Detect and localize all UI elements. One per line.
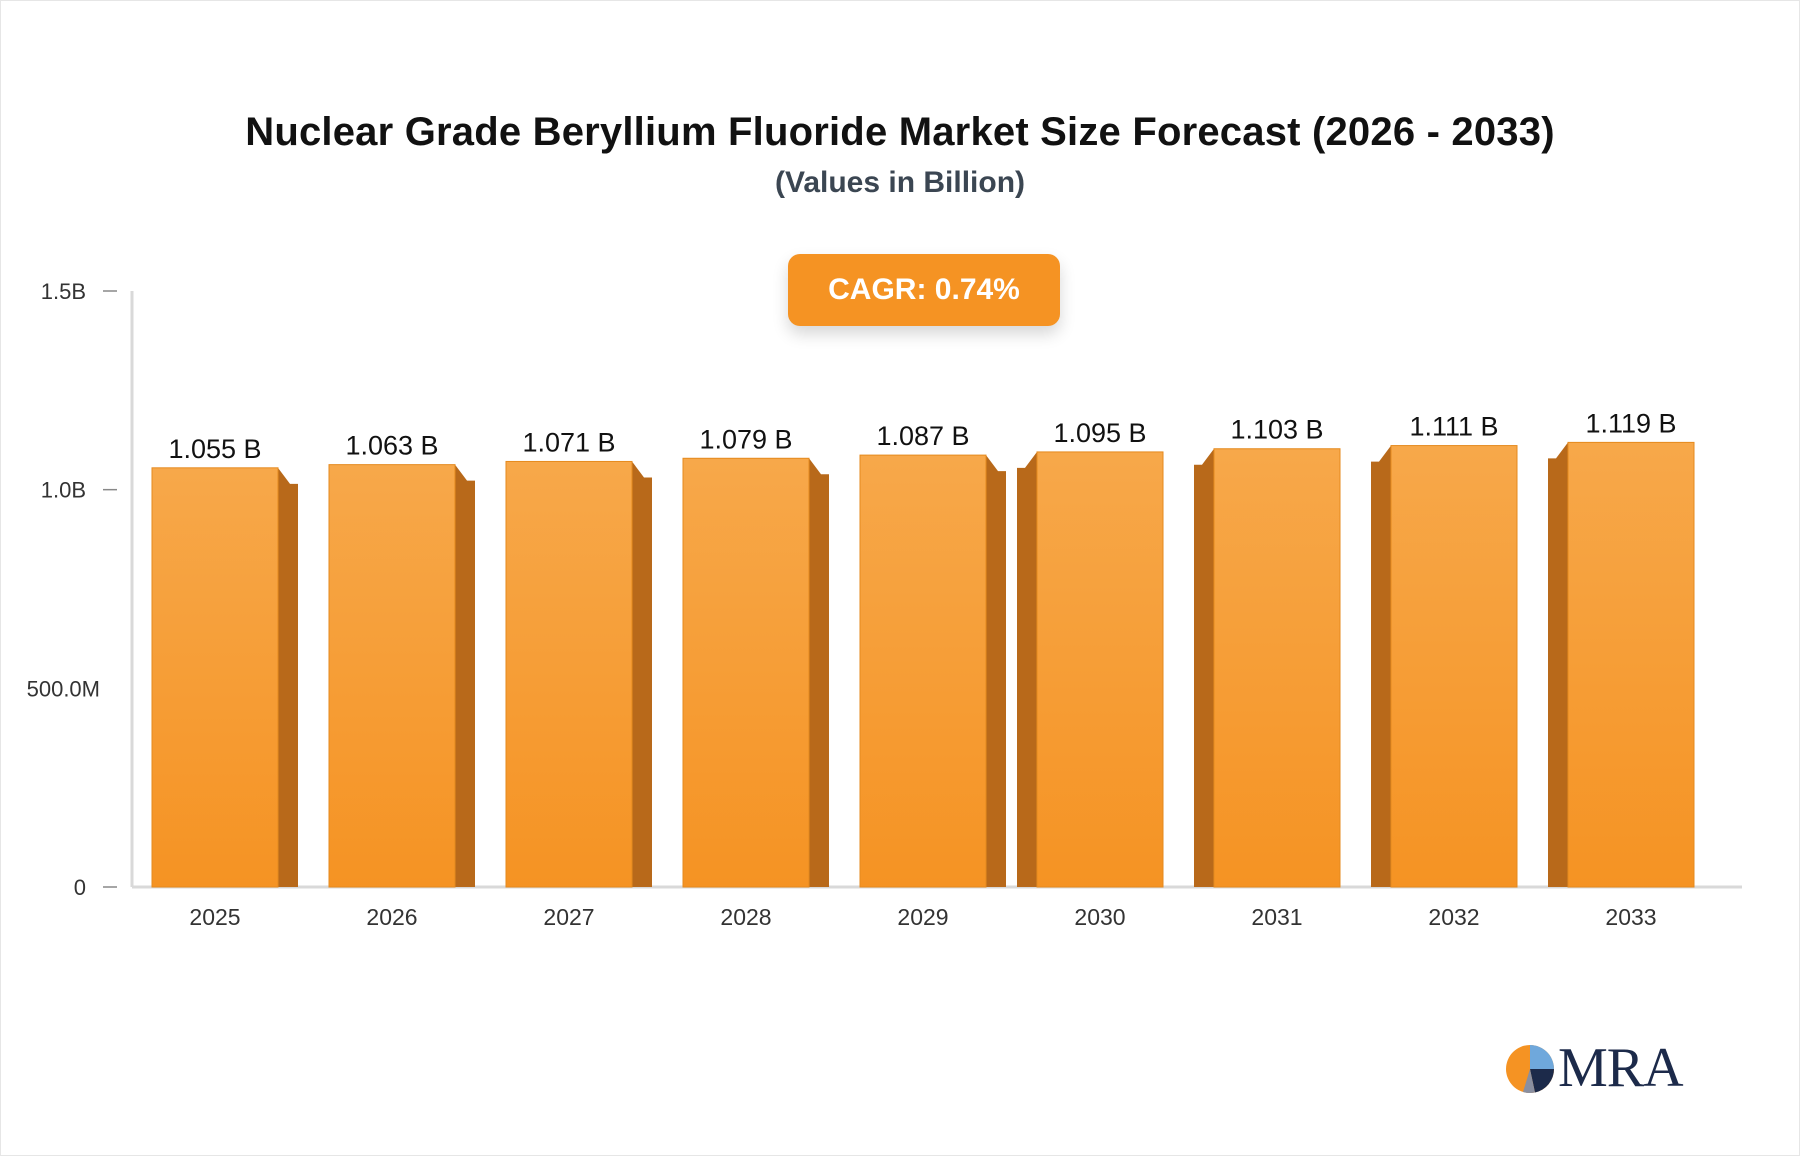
bar-side-2028 bbox=[809, 458, 829, 887]
chart-subtitle: (Values in Billion) bbox=[774, 166, 1026, 199]
bar-side-2026 bbox=[455, 464, 475, 887]
bar-2026 bbox=[328, 464, 456, 888]
bar-2031 bbox=[1213, 448, 1341, 888]
data-label: 1.095 B bbox=[1053, 418, 1146, 448]
bar-side-2031 bbox=[1194, 448, 1214, 887]
x-tick-label: 2029 bbox=[897, 904, 948, 930]
x-tick-label: 2027 bbox=[543, 904, 594, 930]
x-tick-label: 2025 bbox=[189, 904, 240, 930]
bar-side-2030 bbox=[1017, 451, 1037, 887]
data-label: 1.119 B bbox=[1585, 408, 1676, 438]
x-tick-label: 2032 bbox=[1428, 904, 1479, 930]
bar-2028 bbox=[682, 457, 810, 888]
y-tick-label: 1.0B bbox=[41, 478, 86, 503]
bars bbox=[151, 441, 1695, 888]
data-label: 1.103 B bbox=[1230, 415, 1323, 445]
data-label: 1.087 B bbox=[876, 421, 969, 451]
bar-side-2025 bbox=[278, 467, 298, 887]
bar-2027 bbox=[505, 460, 633, 888]
bar-2025 bbox=[151, 467, 279, 888]
x-tick-label: 2026 bbox=[366, 904, 417, 930]
x-tick-label: 2033 bbox=[1605, 904, 1656, 930]
x-tick-label: 2030 bbox=[1074, 904, 1125, 930]
y-tick-label: 500.0M bbox=[27, 676, 100, 701]
data-label: 1.063 B bbox=[345, 431, 438, 461]
bar-2032 bbox=[1390, 445, 1518, 888]
logo-text: MRA bbox=[1558, 1037, 1684, 1099]
mra-logo: MRA bbox=[1505, 1040, 1695, 1096]
bar-side-2033 bbox=[1548, 442, 1568, 887]
bar-side-2029 bbox=[986, 455, 1006, 887]
data-label: 1.055 B bbox=[168, 434, 261, 464]
chart-title: Nuclear Grade Beryllium Fluoride Market … bbox=[245, 110, 1555, 154]
y-tick-label: 1.5B bbox=[41, 279, 86, 304]
cagr-badge: CAGR: 0.74% bbox=[788, 254, 1060, 326]
bar-2030 bbox=[1036, 451, 1164, 888]
x-tick-label: 2028 bbox=[720, 904, 771, 930]
data-label: 1.071 B bbox=[522, 427, 615, 457]
logo-pie-icon bbox=[1506, 1045, 1554, 1094]
y-tick-label: 0 bbox=[74, 875, 86, 900]
data-label: 1.111 B bbox=[1409, 412, 1498, 442]
labels: 1.055 B 2025 1.063 B 2026 1.071 B 2027 1.079 B… bbox=[168, 408, 1676, 930]
bar-side-2027 bbox=[632, 461, 652, 887]
bar-side-2032 bbox=[1371, 445, 1391, 887]
bar-2029 bbox=[859, 454, 987, 888]
x-tick-label: 2031 bbox=[1251, 904, 1302, 930]
bar-2033 bbox=[1567, 441, 1695, 888]
data-label: 1.079 B bbox=[699, 424, 792, 454]
